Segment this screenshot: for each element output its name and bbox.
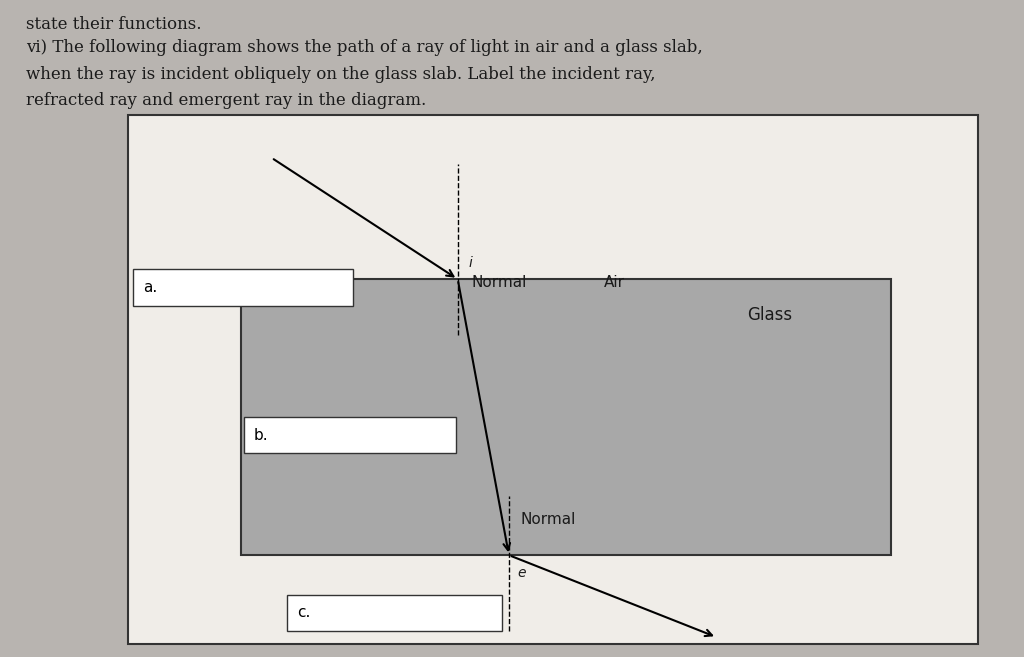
- Text: Glass: Glass: [748, 306, 793, 325]
- Text: c.: c.: [297, 605, 310, 620]
- Text: i: i: [469, 256, 473, 270]
- Bar: [133, 269, 353, 306]
- Text: a.: a.: [143, 280, 158, 295]
- Bar: [241, 279, 891, 555]
- Text: state their functions.: state their functions.: [26, 16, 201, 34]
- Text: e: e: [517, 566, 525, 580]
- Text: vi) The following diagram shows the path of a ray of light in air and a glass sl: vi) The following diagram shows the path…: [26, 39, 702, 57]
- Text: refracted ray and emergent ray in the diagram.: refracted ray and emergent ray in the di…: [26, 92, 426, 109]
- Bar: [244, 417, 456, 453]
- Text: Normal: Normal: [520, 512, 575, 526]
- Text: b.: b.: [254, 428, 268, 443]
- Text: Air: Air: [604, 275, 626, 290]
- Text: when the ray is incident obliquely on the glass slab. Label the incident ray,: when the ray is incident obliquely on th…: [26, 66, 655, 83]
- Bar: [287, 595, 502, 631]
- Text: Normal: Normal: [471, 275, 526, 290]
- Bar: [128, 115, 978, 644]
